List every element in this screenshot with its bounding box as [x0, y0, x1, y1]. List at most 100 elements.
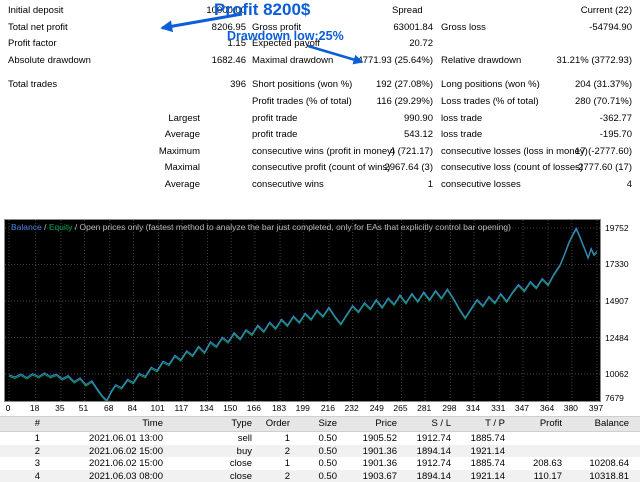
x-axis-label: 216 [317, 403, 339, 413]
x-axis-label: 18 [24, 403, 46, 413]
y-axis-label: 14907 [605, 296, 629, 306]
trade-cell: 2021.06.02 15:00 [89, 458, 163, 469]
stat-label: consecutive losses (loss in money) [441, 146, 588, 157]
x-axis-label: 150 [219, 403, 241, 413]
stat-label: profit trade [252, 113, 297, 124]
stat-value: -362.77 [600, 113, 632, 124]
trades-header-cell: Order [266, 418, 290, 429]
trades-header-cell: T / P [485, 418, 505, 429]
trade-cell: 2 [35, 446, 40, 457]
trades-header-cell: S / L [431, 418, 451, 429]
stat-value: -2777.60 (17) [575, 162, 632, 173]
trade-cell: 1901.36 [363, 446, 397, 457]
trades-header-cell: Type [231, 418, 252, 429]
x-axis-label: 364 [536, 403, 558, 413]
trade-cell: 1 [35, 433, 40, 444]
balance-chart: Balance / Equity / Open prices only (fas… [4, 219, 601, 402]
x-axis-label: 281 [413, 403, 435, 413]
stat-value: Current (22) [581, 5, 632, 16]
stat-value: 116 (29.29%) [333, 96, 433, 107]
trade-cell: 10208.64 [589, 458, 629, 469]
stat-label: Gross loss [441, 22, 486, 33]
trade-cell: 1905.52 [363, 433, 397, 444]
x-axis-label: 347 [511, 403, 533, 413]
y-axis-label: 17330 [605, 259, 629, 269]
equity-legend-label: Equity [49, 222, 73, 232]
trade-cell: 1 [285, 433, 290, 444]
trades-header-cell: Profit [540, 418, 562, 429]
stat-sublabel: Maximal [8, 162, 200, 173]
stat-value: 63001.84 [333, 22, 433, 33]
trades-header-cell: # [35, 418, 40, 429]
x-axis-label: 0 [0, 403, 19, 413]
stat-label: Maximal drawdown [252, 55, 333, 66]
stat-label: Spread [392, 5, 423, 16]
trades-header-cell: Balance [595, 418, 629, 429]
stat-label: consecutive loss (count of losses) [441, 162, 583, 173]
trade-cell: 1921.14 [471, 446, 505, 457]
x-axis-label: 166 [243, 403, 265, 413]
x-axis-label: 380 [560, 403, 582, 413]
trade-cell: 1 [285, 458, 290, 469]
trade-cell: sell [238, 433, 252, 444]
x-axis-label: 232 [341, 403, 363, 413]
stat-label: Total net profit [8, 22, 68, 33]
trade-cell: 1885.74 [471, 433, 505, 444]
x-axis-label: 117 [170, 403, 192, 413]
stat-value: 280 (70.71%) [575, 96, 632, 107]
trade-cell: close [230, 458, 252, 469]
stat-sublabel: Maximum [8, 146, 200, 157]
stat-sublabel: Average [8, 129, 200, 140]
equity-line [9, 230, 597, 402]
stat-value: -195.70 [600, 129, 632, 140]
x-axis-label: 68 [98, 403, 120, 413]
stat-value: 17 (-2777.60) [575, 146, 632, 157]
x-axis-label: 84 [121, 403, 143, 413]
stat-label: Profit factor [8, 38, 57, 49]
stat-value: 1682.46 [136, 55, 246, 66]
stat-label: profit trade [252, 129, 297, 140]
x-axis-label: 265 [389, 403, 411, 413]
stat-value: 4 [627, 179, 632, 190]
x-axis-label: 134 [195, 403, 217, 413]
trade-cell: 1912.74 [417, 433, 451, 444]
trade-cell: 2021.06.02 15:00 [89, 446, 163, 457]
x-axis-label: 397 [585, 403, 607, 413]
stat-value: -54794.90 [589, 22, 632, 33]
drawdown-annotation: Drawdown low:25% [227, 29, 344, 43]
stat-sublabel: Average [8, 179, 200, 190]
trades-header-cell: Size [319, 418, 337, 429]
chart-legend: Balance / Equity / Open prices only (fas… [11, 222, 511, 232]
stat-value: 1 [333, 179, 433, 190]
x-axis-label: 35 [49, 403, 71, 413]
trade-cell: 0.50 [319, 446, 338, 457]
x-axis-label: 331 [487, 403, 509, 413]
stat-label: Relative drawdown [441, 55, 521, 66]
stat-label: Long positions (won %) [441, 79, 540, 90]
y-axis-label: 19752 [605, 223, 629, 233]
x-axis-label: 249 [366, 403, 388, 413]
stat-label: Loss trades (% of total) [441, 96, 539, 107]
trades-header-cell: Time [142, 418, 163, 429]
stat-row: Profit trades (% of total)116 (29.29%)Lo… [0, 94, 640, 111]
y-axis-label: 7679 [605, 393, 624, 403]
trade-cell: 2021.06.01 13:00 [89, 433, 163, 444]
stat-label: consecutive wins [252, 179, 324, 190]
stat-value: 192 (27.08%) [333, 79, 433, 90]
trade-cell: 2 [285, 446, 290, 457]
x-axis-label: 101 [147, 403, 169, 413]
chart-mode-label: Open prices only (fastest method to anal… [80, 222, 511, 232]
stat-label: Initial deposit [8, 5, 63, 16]
stat-sublabel: Largest [8, 113, 200, 124]
